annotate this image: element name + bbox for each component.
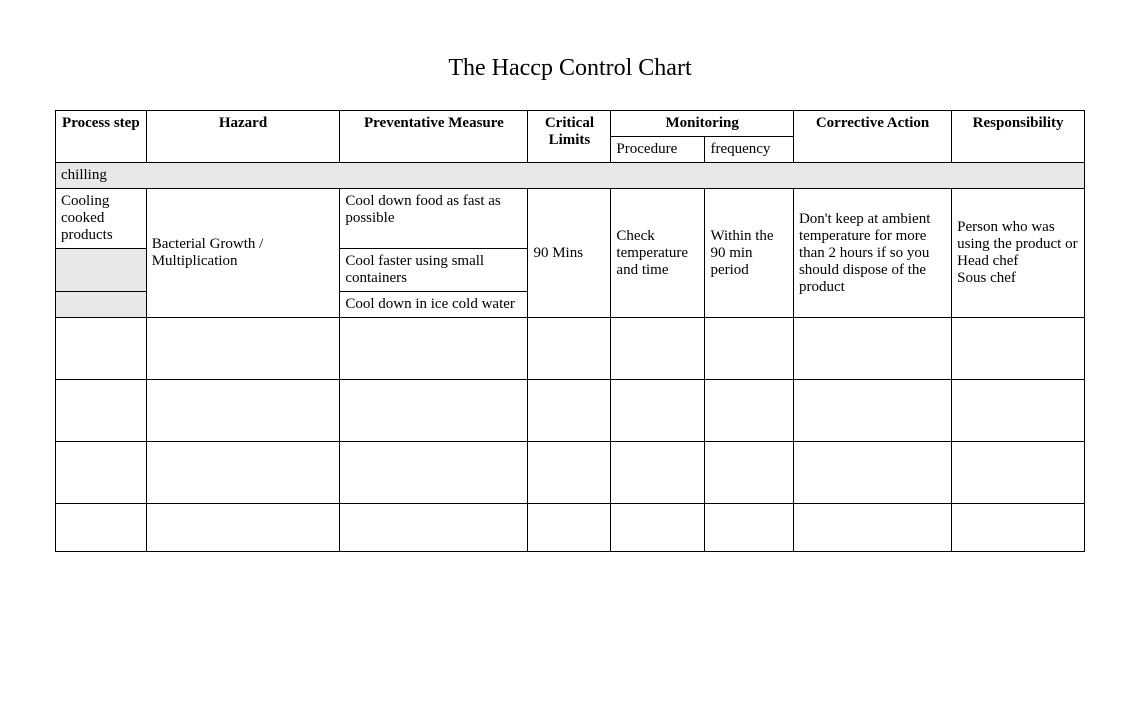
cell-monitoring-frequency: Within the 90 min period: [705, 189, 794, 318]
page-title: The Haccp Control Chart: [55, 55, 1085, 82]
empty-cell: [611, 318, 705, 380]
empty-cell: [611, 442, 705, 504]
section-row-chilling: chilling: [56, 163, 1085, 189]
col-header-preventative-measure: Preventative Measure: [340, 111, 528, 163]
cell-corrective-action: Don't keep at ambient temperature for mo…: [793, 189, 951, 318]
empty-cell: [952, 504, 1085, 552]
empty-cell: [793, 318, 951, 380]
empty-cell: [528, 318, 611, 380]
cell-process-step-1: Cooling cooked products: [56, 189, 147, 249]
empty-cell: [952, 442, 1085, 504]
col-header-process-step: Process step: [56, 111, 147, 163]
cell-responsibility: Person who was using the product or Head…: [952, 189, 1085, 318]
empty-cell: [952, 318, 1085, 380]
empty-cell: [705, 318, 794, 380]
page-container: The Haccp Control Chart Process step Haz…: [0, 0, 1140, 552]
empty-cell: [528, 504, 611, 552]
cell-critical-limits: 90 Mins: [528, 189, 611, 318]
col-header-responsibility: Responsibility: [952, 111, 1085, 163]
cell-prevent-1: Cool down food as fast as possible: [340, 189, 528, 249]
empty-cell: [793, 504, 951, 552]
empty-cell: [146, 504, 340, 552]
empty-cell: [340, 380, 528, 442]
col-subheader-procedure: Procedure: [611, 137, 705, 163]
empty-cell: [705, 380, 794, 442]
cell-process-step-3: [56, 292, 147, 318]
empty-cell: [611, 380, 705, 442]
empty-cell: [340, 442, 528, 504]
col-header-monitoring: Monitoring: [611, 111, 794, 137]
empty-cell: [56, 318, 147, 380]
col-subheader-frequency: frequency: [705, 137, 794, 163]
cell-prevent-3: Cool down in ice cold water: [340, 292, 528, 318]
empty-cell: [56, 380, 147, 442]
haccp-table: Process step Hazard Preventative Measure…: [55, 110, 1085, 552]
table-row: [56, 380, 1085, 442]
cell-hazard: Bacterial Growth / Multiplication: [146, 189, 340, 318]
empty-cell: [56, 442, 147, 504]
empty-cell: [146, 318, 340, 380]
empty-cell: [705, 504, 794, 552]
table-row: Cooling cooked products Bacterial Growth…: [56, 189, 1085, 249]
empty-cell: [793, 442, 951, 504]
empty-cell: [611, 504, 705, 552]
empty-cell: [56, 504, 147, 552]
empty-cell: [340, 318, 528, 380]
table-row: [56, 442, 1085, 504]
empty-cell: [146, 442, 340, 504]
empty-cell: [340, 504, 528, 552]
empty-cell: [705, 442, 794, 504]
empty-cell: [793, 380, 951, 442]
table-row: [56, 504, 1085, 552]
empty-cell: [528, 442, 611, 504]
col-header-critical-limits: Critical Limits: [528, 111, 611, 163]
empty-cell: [952, 380, 1085, 442]
cell-process-step-2: [56, 249, 147, 292]
col-header-corrective-action: Corrective Action: [793, 111, 951, 163]
col-header-hazard: Hazard: [146, 111, 340, 163]
cell-prevent-2: Cool faster using small containers: [340, 249, 528, 292]
cell-monitoring-procedure: Check temperature and time: [611, 189, 705, 318]
empty-cell: [146, 380, 340, 442]
header-row-1: Process step Hazard Preventative Measure…: [56, 111, 1085, 137]
section-label: chilling: [56, 163, 1085, 189]
table-row: [56, 318, 1085, 380]
empty-cell: [528, 380, 611, 442]
